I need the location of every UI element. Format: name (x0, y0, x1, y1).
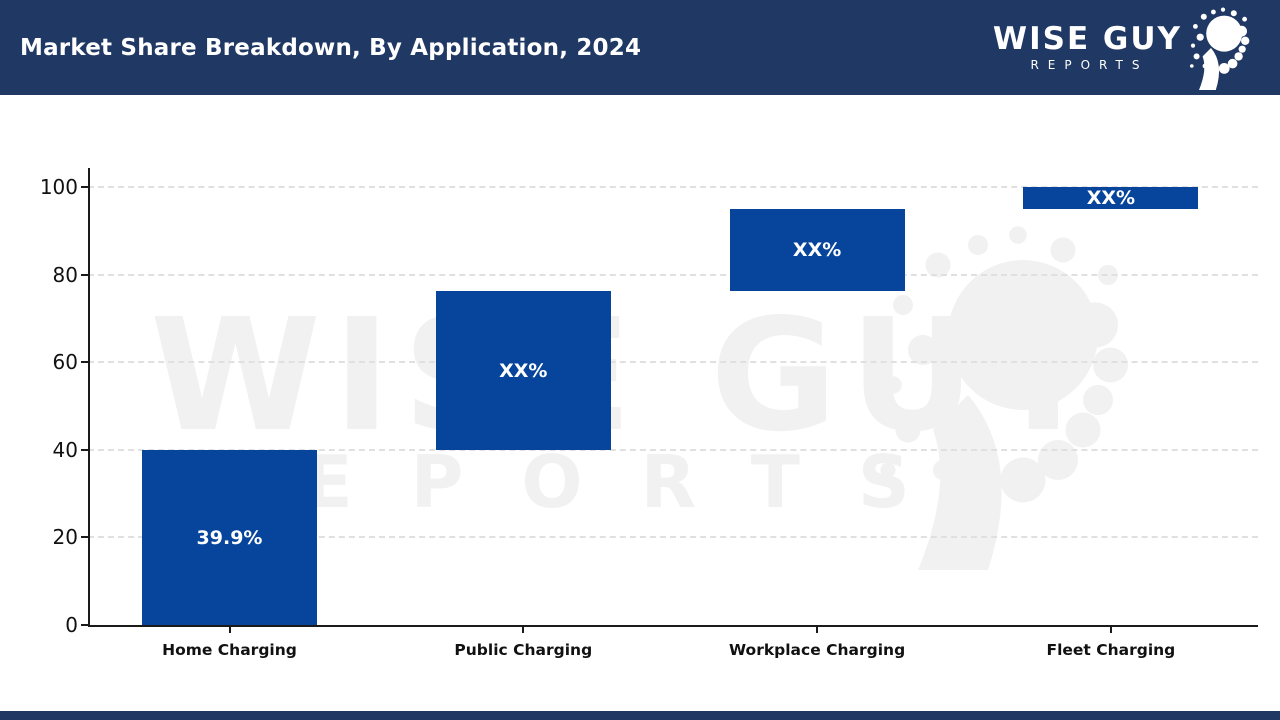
chart-area: WISE GUY REPORTS 0 20 40 60 80 100 39.9% Home C… (0, 95, 1280, 711)
y-axis-tick-mark (81, 273, 88, 276)
y-axis-tick-mark (81, 624, 88, 626)
y-axis-tick-mark (81, 536, 88, 539)
x-axis-category-label: Workplace Charging (729, 641, 906, 659)
x-axis-category-label: Public Charging (454, 641, 593, 659)
x-axis-category-label: Fleet Charging (1046, 641, 1176, 659)
y-axis-tick-label: 20 (52, 525, 78, 550)
watermark-head-icon (880, 226, 1128, 570)
gridline-40 (88, 448, 1258, 451)
footer-bar (0, 711, 1280, 720)
bar-fleet-charging: XX% (1023, 186, 1199, 209)
y-axis-line (88, 168, 90, 627)
y-axis-tick-mark (81, 448, 88, 451)
x-axis-tick-mark (1109, 626, 1112, 633)
bar-value-label: 39.9% (196, 526, 263, 549)
dotted-head-icon (1190, 7, 1250, 90)
y-axis-tick-mark (81, 361, 88, 364)
y-axis-tick-label: 80 (52, 262, 78, 287)
gridline-60 (88, 361, 1258, 364)
x-axis-tick-mark (816, 626, 819, 633)
gridline-100 (88, 186, 1258, 188)
bar-public-charging: XX% (435, 290, 611, 451)
wise-guy-logo: WISE GUY REPORTS (993, 6, 1262, 90)
gridline-80 (88, 273, 1258, 276)
page-title: Market Share Breakdown, By Application, … (20, 34, 642, 61)
x-axis-line (88, 625, 1258, 627)
header-bar: Market Share Breakdown, By Application, … (0, 0, 1280, 95)
bar-value-label: XX% (792, 238, 842, 261)
x-axis-tick-mark (228, 626, 231, 633)
logo-wordmark: WISE GUY (992, 21, 1182, 58)
x-axis-tick-mark (522, 626, 525, 633)
y-axis-tick-label: 100 (39, 175, 78, 199)
x-axis-category-label: Home Charging (162, 641, 297, 659)
bar-value-label: XX% (499, 359, 548, 382)
y-axis-tick-mark (81, 186, 88, 188)
bar-home-charging: 39.9% (142, 450, 317, 625)
y-axis-tick-label: 0 (65, 613, 78, 637)
y-axis-tick-label: 60 (52, 350, 78, 375)
y-axis-tick-label: 40 (52, 437, 78, 462)
logo-subtitle: REPORTS (1030, 57, 1149, 72)
gridline-20 (88, 536, 1258, 539)
bar-value-label: XX% (1086, 186, 1136, 209)
logo-text: WISE GUY REPORTS (993, 23, 1182, 72)
bar-workplace-charging: XX% (729, 208, 905, 291)
